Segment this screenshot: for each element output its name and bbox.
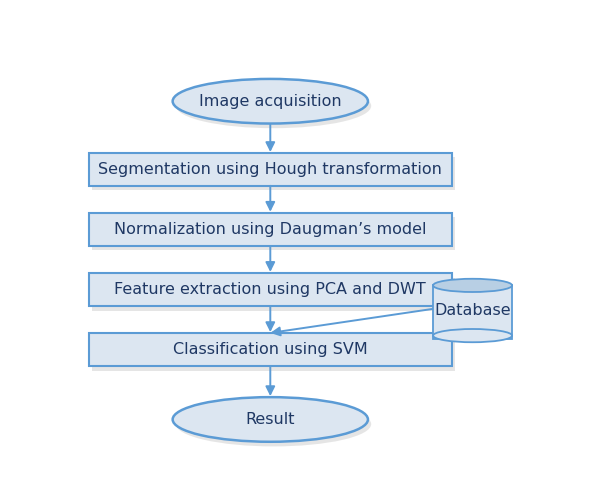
Text: Image acquisition: Image acquisition xyxy=(199,94,341,109)
FancyBboxPatch shape xyxy=(89,273,452,306)
FancyBboxPatch shape xyxy=(92,217,455,250)
FancyBboxPatch shape xyxy=(92,278,455,310)
Ellipse shape xyxy=(176,402,371,447)
Text: Feature extraction using PCA and DWT: Feature extraction using PCA and DWT xyxy=(115,282,426,297)
Ellipse shape xyxy=(173,397,368,442)
Ellipse shape xyxy=(433,279,512,292)
Ellipse shape xyxy=(176,84,371,128)
FancyBboxPatch shape xyxy=(89,213,452,246)
FancyBboxPatch shape xyxy=(433,285,512,339)
FancyBboxPatch shape xyxy=(92,338,455,371)
Ellipse shape xyxy=(173,79,368,123)
Text: Classification using SVM: Classification using SVM xyxy=(173,342,368,357)
Text: Result: Result xyxy=(245,412,295,427)
FancyBboxPatch shape xyxy=(89,333,452,366)
Ellipse shape xyxy=(433,329,512,342)
FancyBboxPatch shape xyxy=(92,157,455,191)
Text: Normalization using Daugman’s model: Normalization using Daugman’s model xyxy=(114,222,427,237)
FancyBboxPatch shape xyxy=(89,153,452,185)
Text: Database: Database xyxy=(434,303,511,319)
Text: Segmentation using Hough transformation: Segmentation using Hough transformation xyxy=(98,162,442,176)
